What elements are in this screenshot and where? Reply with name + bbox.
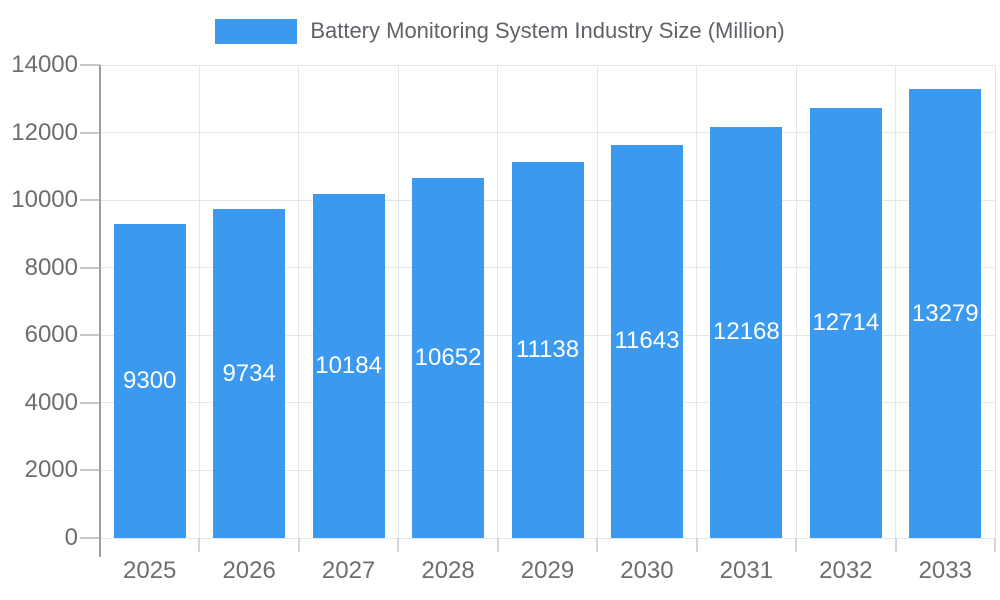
x-gridline: [198, 65, 200, 538]
y-axis-label: 8000: [24, 253, 78, 281]
bar-value-label: 9300: [123, 366, 177, 394]
x-axis-label: 2030: [620, 557, 674, 584]
bar-2030[interactable]: 11643: [610, 144, 683, 538]
legend-label: Battery Monitoring System Industry Size …: [310, 18, 785, 43]
x-axis-label: 2027: [321, 557, 376, 584]
y-axis-label: 12000: [11, 118, 78, 146]
y-axis-label: 2000: [24, 456, 78, 484]
x-axis-label: 2029: [520, 557, 575, 584]
bar-value-label: 12168: [713, 318, 780, 346]
y-axis-label: 6000: [24, 321, 78, 349]
bar-2028[interactable]: 10652: [412, 178, 485, 538]
legend: Battery Monitoring System Industry Size …: [0, 16, 1000, 46]
y-axis-tick: [80, 266, 100, 269]
x-gridline: [497, 65, 499, 538]
x-gridline: [895, 65, 897, 538]
x-gridline: [298, 65, 300, 538]
x-axis-tick: [496, 538, 499, 552]
y-gridline: [100, 132, 995, 134]
y-axis-tick: [80, 537, 100, 539]
bar-value-label: 9734: [222, 359, 276, 387]
y-axis-tick: [80, 469, 100, 472]
bar-2025[interactable]: 9300: [113, 223, 186, 538]
bar-value-label: 11643: [614, 327, 680, 355]
x-axis-label: 2026: [222, 557, 276, 584]
x-axis-tick: [596, 538, 599, 552]
y-axis-label: 10000: [11, 186, 78, 214]
x-gridline: [994, 65, 996, 538]
x-gridline: [696, 65, 698, 538]
bar-value-label: 11138: [515, 335, 580, 363]
x-axis-label: 2032: [819, 557, 873, 584]
x-axis-tick: [894, 538, 897, 552]
x-gridline: [795, 65, 797, 538]
x-axis-label: 2025: [123, 557, 177, 584]
y-axis-tick: [80, 131, 100, 134]
bar-value-label: 10652: [414, 344, 482, 372]
x-axis-label: 2028: [421, 557, 475, 584]
x-axis-label: 2033: [918, 557, 972, 584]
x-axis-tick: [297, 538, 300, 552]
bar-value-label: 10184: [315, 351, 382, 379]
x-axis-tick: [198, 538, 201, 552]
bar-value-label: 12714: [812, 309, 880, 337]
bar-2033[interactable]: 13279: [909, 89, 982, 538]
y-axis-label: 0: [64, 524, 78, 551]
bar-value-label: 13279: [911, 299, 979, 327]
y-axis-tick: [80, 401, 100, 404]
y-axis-line: [99, 65, 101, 557]
bar-2029[interactable]: 11138: [511, 161, 584, 538]
x-axis-label: 2031: [719, 557, 774, 584]
y-axis-label: 4000: [24, 388, 78, 416]
bar-2027[interactable]: 10184: [312, 193, 385, 538]
x-gridline: [596, 65, 598, 538]
x-axis-tick: [795, 538, 798, 552]
x-axis-tick: [695, 538, 698, 552]
bar-2031[interactable]: 12168: [710, 126, 783, 538]
legend-swatch-icon: [215, 18, 298, 44]
y-gridline: [100, 537, 995, 539]
y-axis-tick: [80, 64, 100, 66]
y-gridline: [100, 64, 995, 66]
y-axis-label: 14000: [11, 51, 78, 78]
bar-2026[interactable]: 9734: [213, 209, 286, 538]
bar-2032[interactable]: 12714: [809, 108, 882, 538]
y-axis-tick: [80, 334, 100, 337]
x-gridline: [397, 65, 399, 538]
x-axis-tick: [397, 538, 400, 552]
x-axis-tick: [994, 538, 996, 552]
y-axis-tick: [80, 199, 100, 202]
